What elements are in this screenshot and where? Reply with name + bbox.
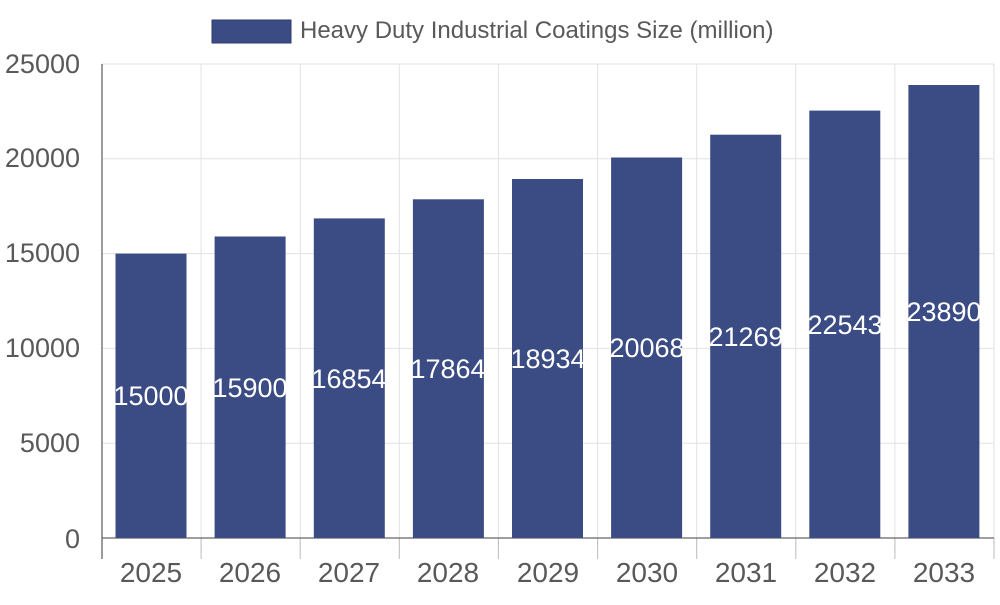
svg-text:25000: 25000 xyxy=(5,49,80,79)
svg-text:20068: 20068 xyxy=(609,333,684,363)
svg-text:0: 0 xyxy=(65,524,80,554)
svg-text:2030: 2030 xyxy=(616,557,678,588)
svg-text:2027: 2027 xyxy=(318,557,380,588)
svg-text:18934: 18934 xyxy=(510,344,585,374)
svg-text:2025: 2025 xyxy=(120,557,182,588)
svg-text:15000: 15000 xyxy=(5,238,80,268)
svg-text:5000: 5000 xyxy=(20,428,80,458)
svg-text:15000: 15000 xyxy=(113,381,188,411)
svg-text:17864: 17864 xyxy=(410,354,485,384)
svg-text:2026: 2026 xyxy=(219,557,281,588)
svg-text:2028: 2028 xyxy=(417,557,479,588)
svg-text:15900: 15900 xyxy=(212,373,287,403)
svg-text:23890: 23890 xyxy=(906,297,981,327)
svg-text:2031: 2031 xyxy=(715,557,777,588)
svg-text:2029: 2029 xyxy=(517,557,579,588)
svg-text:20000: 20000 xyxy=(5,143,80,173)
svg-text:22543: 22543 xyxy=(807,310,882,340)
svg-text:10000: 10000 xyxy=(5,333,80,363)
svg-text:21269: 21269 xyxy=(708,322,783,352)
svg-text:2033: 2033 xyxy=(913,557,975,588)
svg-text:16854: 16854 xyxy=(311,364,386,394)
svg-text:Heavy Duty Industrial Coatings: Heavy Duty Industrial Coatings Size (mil… xyxy=(300,17,774,44)
svg-text:2032: 2032 xyxy=(814,557,876,588)
